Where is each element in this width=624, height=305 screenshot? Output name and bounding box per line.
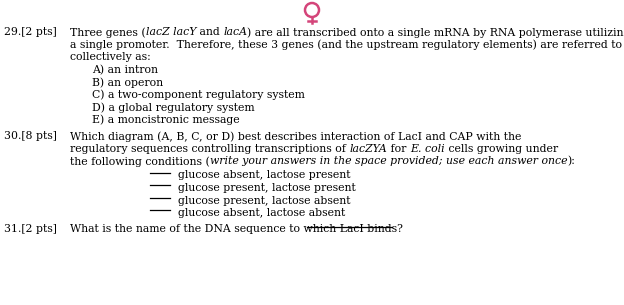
Text: D) a global regulatory system: D) a global regulatory system	[92, 102, 255, 113]
Text: glucose absent, lactose present: glucose absent, lactose present	[178, 170, 351, 181]
Text: the following conditions (: the following conditions (	[70, 156, 210, 167]
Text: B) an operon: B) an operon	[92, 77, 163, 88]
Text: cells growing under: cells growing under	[445, 143, 558, 153]
Text: ):: ):	[567, 156, 575, 166]
Text: 31.[2 pts]: 31.[2 pts]	[4, 224, 57, 235]
Text: a single promoter.  Therefore, these 3 genes (and the upstream regulatory elemen: a single promoter. Therefore, these 3 ge…	[70, 40, 622, 50]
Text: C) a two-component regulatory system: C) a two-component regulatory system	[92, 89, 305, 100]
Text: regulatory sequences controlling transcriptions of: regulatory sequences controlling transcr…	[70, 143, 349, 153]
Text: and: and	[196, 27, 223, 37]
Text: glucose absent, lactose absent: glucose absent, lactose absent	[178, 208, 345, 218]
Text: Which diagram (A, B, C, or D) best describes interaction of LacI and CAP with th: Which diagram (A, B, C, or D) best descr…	[70, 131, 522, 142]
Text: lacZ lacY: lacZ lacY	[146, 27, 196, 37]
Text: E. coli: E. coli	[410, 143, 445, 153]
Text: 29.[2 pts]: 29.[2 pts]	[4, 27, 57, 37]
Text: for: for	[387, 143, 410, 153]
Text: A) an intron: A) an intron	[92, 64, 158, 75]
Text: glucose present, lactose present: glucose present, lactose present	[178, 183, 356, 193]
Text: ) are all transcribed onto a single mRNA by RNA polymerase utilizing: ) are all transcribed onto a single mRNA…	[247, 27, 624, 38]
Text: glucose present, lactose absent: glucose present, lactose absent	[178, 196, 351, 206]
Text: 30.[8 pts]: 30.[8 pts]	[4, 131, 57, 141]
Text: lacA: lacA	[223, 27, 247, 37]
Text: Three genes (: Three genes (	[70, 27, 146, 38]
Text: lacZYA: lacZYA	[349, 143, 387, 153]
Text: E) a moncistronic message: E) a moncistronic message	[92, 114, 240, 125]
Text: What is the name of the DNA sequence to which LacI binds?: What is the name of the DNA sequence to …	[70, 224, 403, 235]
Text: collectively as:: collectively as:	[70, 52, 151, 62]
Text: write your answers in the space provided; use each answer once: write your answers in the space provided…	[210, 156, 567, 166]
